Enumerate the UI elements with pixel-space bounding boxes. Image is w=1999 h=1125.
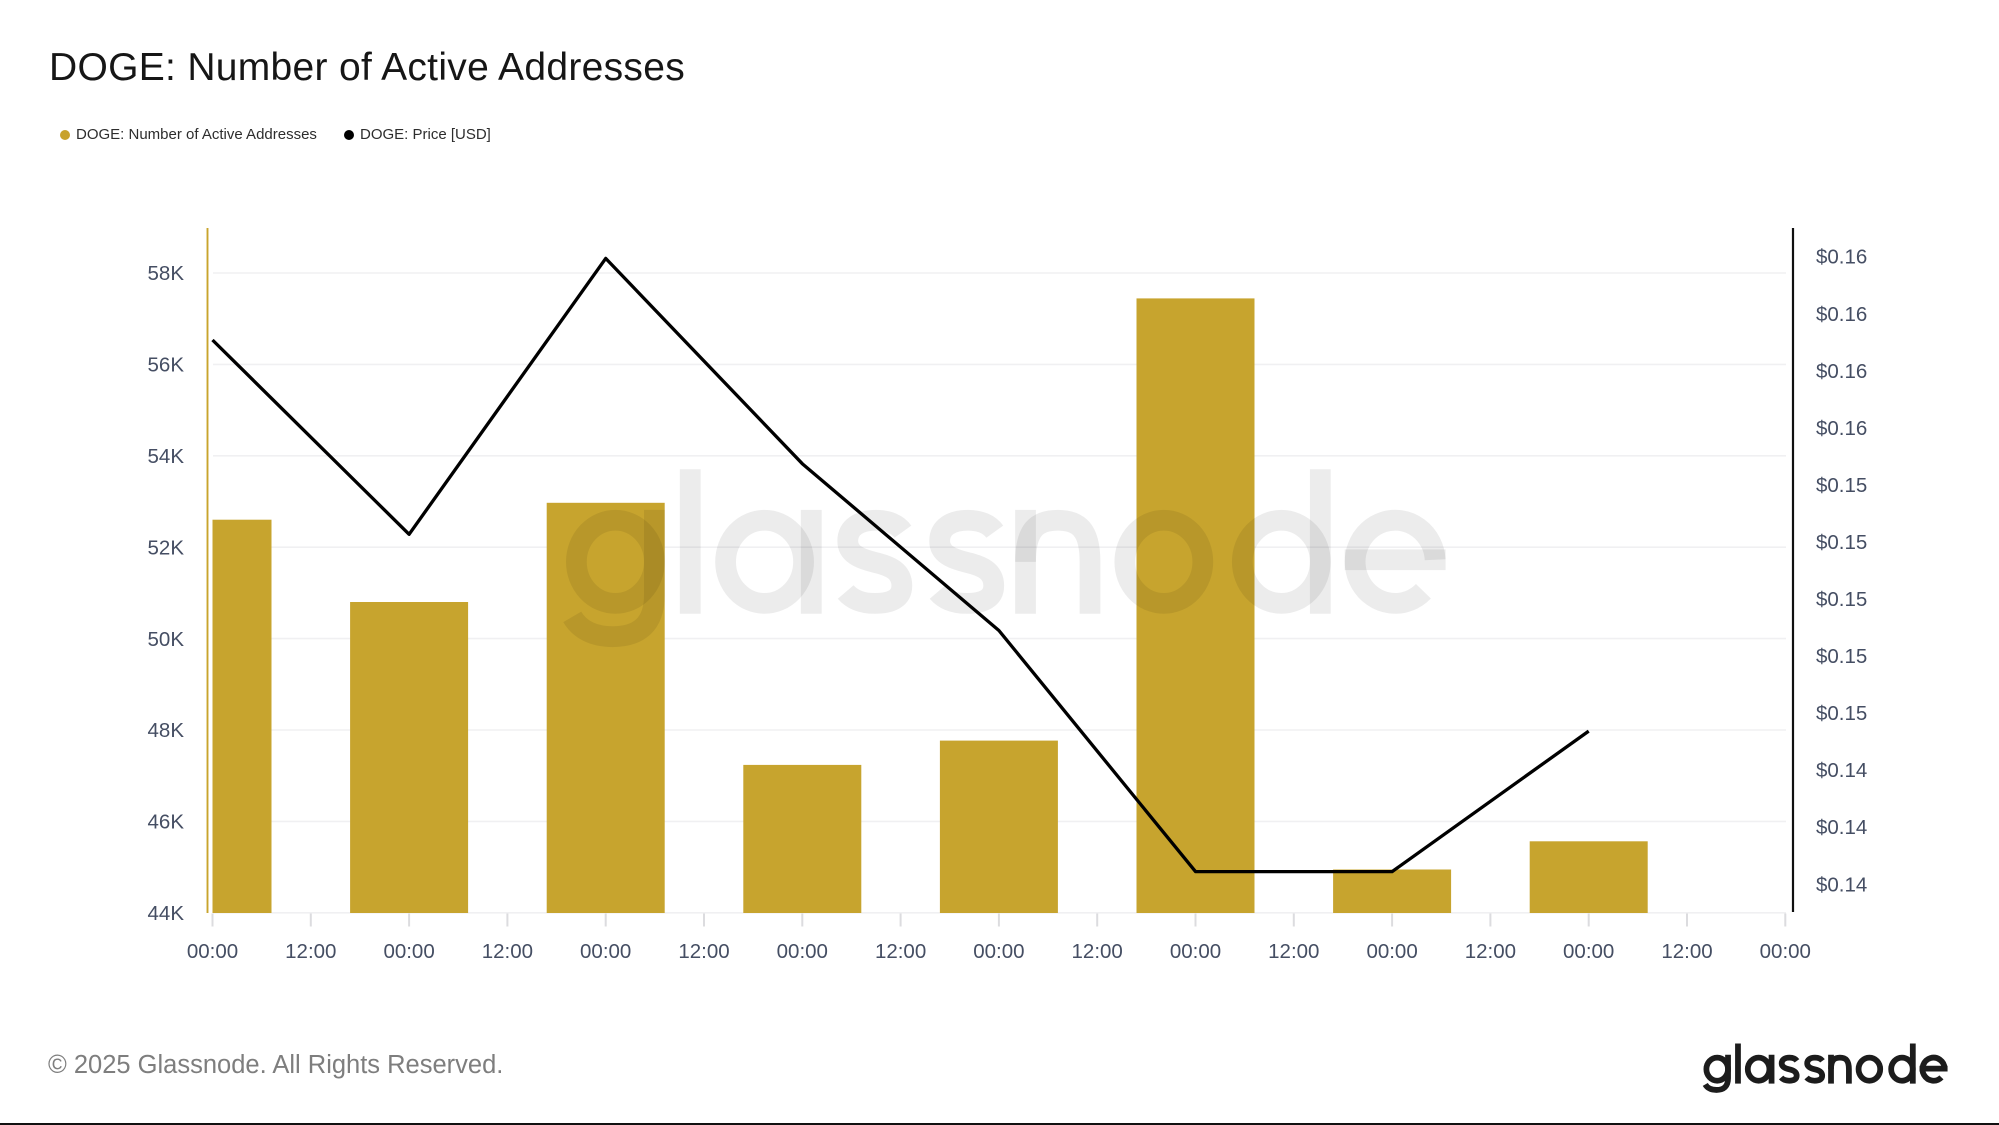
svg-text:12:00: 12:00 xyxy=(1661,940,1712,963)
svg-text:00:00: 00:00 xyxy=(1760,940,1811,963)
svg-text:$0.15: $0.15 xyxy=(1816,702,1867,725)
svg-text:00:00: 00:00 xyxy=(1366,940,1417,963)
svg-text:$0.16: $0.16 xyxy=(1816,417,1867,440)
svg-text:50K: 50K xyxy=(148,628,185,651)
svg-text:48K: 48K xyxy=(148,719,185,742)
svg-text:12:00: 12:00 xyxy=(678,940,729,963)
svg-text:$0.15: $0.15 xyxy=(1816,645,1867,668)
svg-text:$0.14: $0.14 xyxy=(1816,759,1867,782)
svg-text:$0.15: $0.15 xyxy=(1816,474,1867,497)
svg-text:52K: 52K xyxy=(148,536,185,559)
svg-text:12:00: 12:00 xyxy=(1268,940,1319,963)
svg-text:56K: 56K xyxy=(148,354,185,377)
svg-text:00:00: 00:00 xyxy=(580,940,631,963)
svg-text:00:00: 00:00 xyxy=(777,940,828,963)
svg-text:$0.16: $0.16 xyxy=(1816,360,1867,383)
svg-text:$0.14: $0.14 xyxy=(1816,873,1867,896)
svg-text:12:00: 12:00 xyxy=(1465,940,1516,963)
svg-text:$0.15: $0.15 xyxy=(1816,588,1867,611)
svg-text:12:00: 12:00 xyxy=(1072,940,1123,963)
svg-text:00:00: 00:00 xyxy=(187,940,238,963)
svg-text:00:00: 00:00 xyxy=(1170,940,1221,963)
svg-text:00:00: 00:00 xyxy=(383,940,434,963)
svg-text:12:00: 12:00 xyxy=(482,940,533,963)
svg-text:00:00: 00:00 xyxy=(973,940,1024,963)
svg-text:54K: 54K xyxy=(148,445,185,468)
svg-text:$0.15: $0.15 xyxy=(1816,531,1867,554)
svg-text:$0.16: $0.16 xyxy=(1816,303,1867,326)
svg-text:$0.14: $0.14 xyxy=(1816,816,1867,839)
svg-text:46K: 46K xyxy=(148,811,185,834)
svg-text:12:00: 12:00 xyxy=(875,940,926,963)
svg-text:12:00: 12:00 xyxy=(285,940,336,963)
svg-text:44K: 44K xyxy=(148,902,185,925)
svg-text:00:00: 00:00 xyxy=(1563,940,1614,963)
svg-text:$0.16: $0.16 xyxy=(1816,246,1867,269)
svg-text:58K: 58K xyxy=(148,262,185,285)
